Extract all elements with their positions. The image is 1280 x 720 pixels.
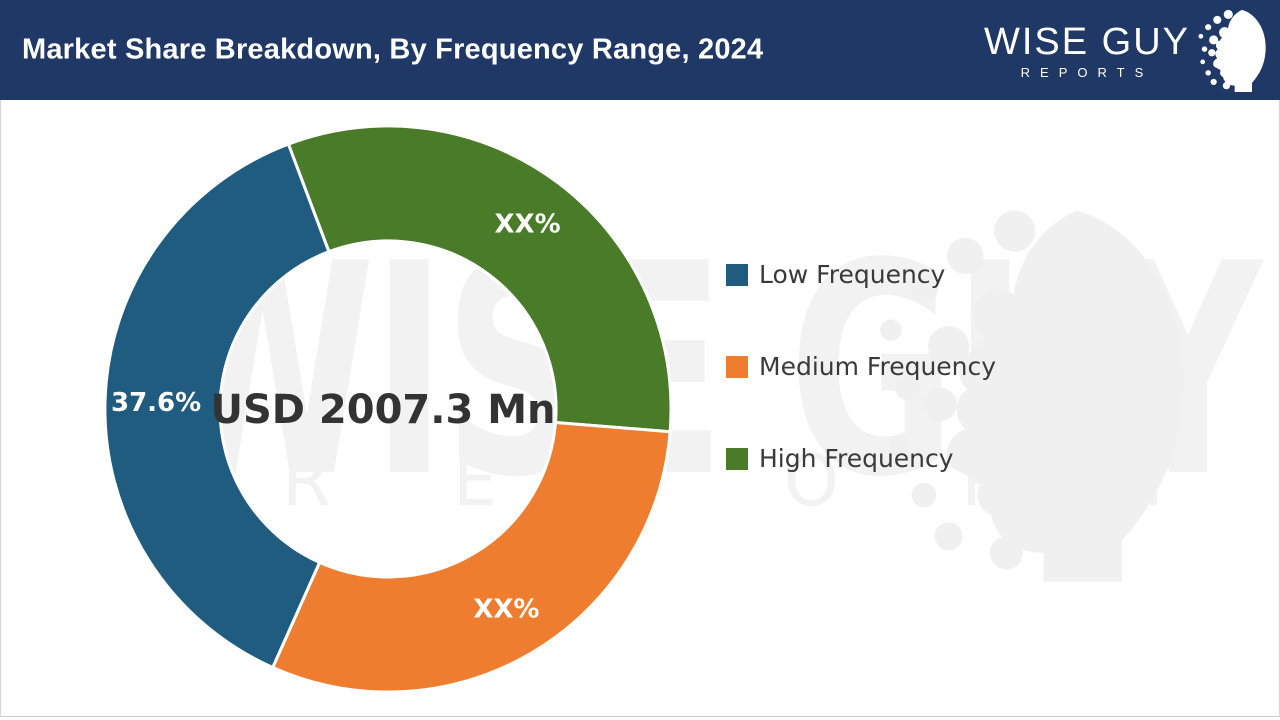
left-edge-line: [0, 100, 1, 717]
brand-head-icon: [1194, 8, 1268, 92]
chart-legend: Low Frequency Medium Frequency High Freque…: [726, 260, 996, 473]
legend-swatch-icon: [726, 355, 748, 378]
legend-label: Low Frequency: [759, 260, 946, 289]
page-title: Market Share Breakdown, By Frequency Ran…: [22, 33, 764, 66]
legend-label: Medium Frequency: [759, 352, 997, 381]
legend-item-medium-frequency: Medium Frequency: [726, 352, 996, 381]
segment-value-label: XX%: [495, 210, 561, 240]
segment-value-label: 37.6%: [111, 388, 201, 418]
brand-logo: WISE GUY REPORTS: [984, 6, 1268, 94]
legend-swatch-icon: [726, 263, 748, 286]
legend-item-high-frequency: High Frequency: [726, 444, 996, 473]
brand-subtitle: REPORTS: [1020, 64, 1154, 80]
brand-name: WISE GUY: [983, 20, 1190, 63]
header-bar: Market Share Breakdown, By Frequency Ran…: [0, 0, 1280, 100]
donut-segment-medium-frequency: [271, 421, 672, 694]
legend-label: High Frequency: [759, 444, 954, 473]
legend-item-low-frequency: Low Frequency: [726, 260, 996, 289]
donut-segment-low-frequency: [103, 142, 331, 669]
segment-value-label: XX%: [473, 595, 539, 625]
donut-segment-high-frequency: [286, 124, 673, 434]
legend-swatch-icon: [726, 447, 748, 470]
donut-center-value: USD 2007.3 Mn: [211, 387, 556, 433]
bottom-edge-line: [0, 716, 1280, 717]
donut-chart: XX% XX% 37.6% USD 2007.3 Mn: [103, 124, 673, 694]
brand-logo-text: WISE GUY REPORTS: [984, 21, 1190, 80]
